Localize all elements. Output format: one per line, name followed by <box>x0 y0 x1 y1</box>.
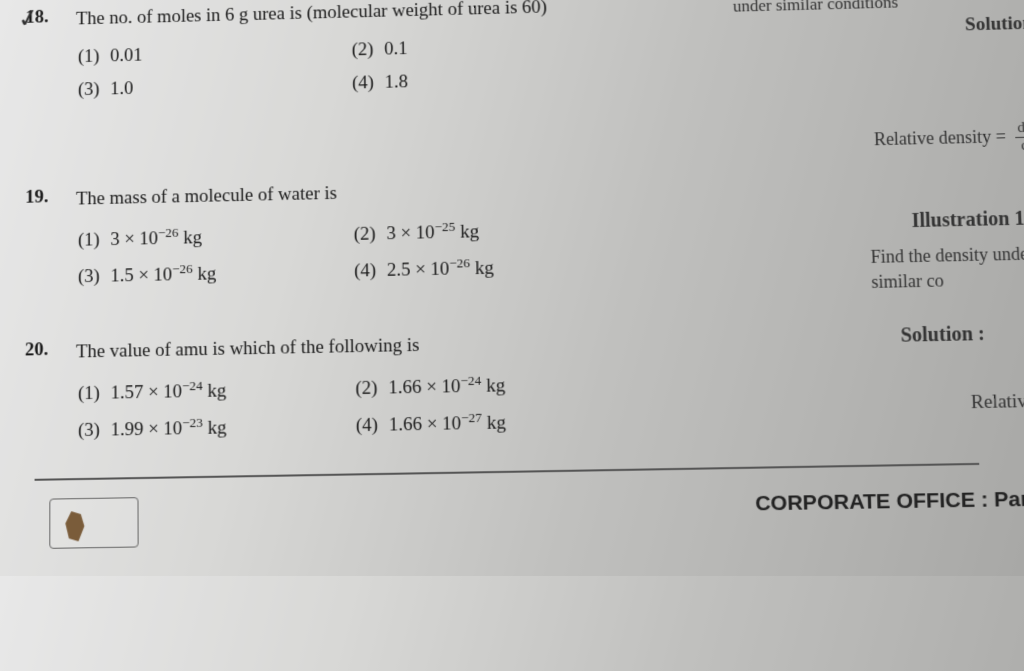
q18-options: (1) 0.01 (2) 0.1 (3) 1.0 (4) 1.8 <box>78 32 645 100</box>
q19-opt1: (1) 3 × 10−26 kg <box>78 221 354 252</box>
illustration-title: Illustration 14: <box>911 207 1024 233</box>
q19-text: The mass of a molecule of water is <box>76 174 630 213</box>
fraction-icon: dens den <box>1014 119 1024 155</box>
q18-text: The no. of moles in 6 g urea is (molecul… <box>76 0 626 33</box>
q20-text: The value of amu is which of the followi… <box>76 328 633 366</box>
question-19: 19. The mass of a molecule of water is (… <box>25 173 650 301</box>
relative-de-cutoff: Relative de <box>971 390 1024 414</box>
logo-icon <box>64 511 88 542</box>
reldens-label: Relative density = <box>874 126 1007 149</box>
question-18: ✓ 18. The no. of moles in 6 g urea is (m… <box>25 0 645 113</box>
q19-number: 19. <box>25 186 72 209</box>
page-surface: What is the density of S under similar c… <box>0 0 1024 671</box>
q18-opt4: (4) 1.8 <box>352 66 629 94</box>
q20-number: 20. <box>25 339 72 362</box>
corporate-office-text: CORPORATE OFFICE : Paru <box>755 487 1024 516</box>
illustration-text: Find the density under similar co <box>870 241 1024 295</box>
logo-box <box>49 497 138 549</box>
cutoff-line2: under similar conditions <box>733 0 899 15</box>
q18-opt3: (3) 1.0 <box>78 72 352 100</box>
q18-opt2: (2) 0.1 <box>352 32 629 60</box>
solution-label-2: Solution : <box>900 323 985 348</box>
q20-opt3: (3) 1.99 × 10−23 kg <box>78 412 356 442</box>
q19-opt2: (2) 3 × 10−25 kg <box>354 215 633 246</box>
question-20: 20. The value of amu is which of the fol… <box>25 327 654 455</box>
horizontal-rule <box>35 463 980 481</box>
q18-opt1: (1) 0.01 <box>78 39 352 67</box>
q20-opt2: (2) 1.66 × 10−24 kg <box>355 369 636 400</box>
solution-label-1: Solution : <box>965 13 1024 37</box>
q19-options: (1) 3 × 10−26 kg (2) 3 × 10−25 kg (3) 1.… <box>78 214 650 288</box>
q20-opt4: (4) 1.66 × 10−27 kg <box>356 407 637 437</box>
q20-opt1: (1) 1.57 × 10−24 kg <box>78 375 356 405</box>
q19-opt3: (3) 1.5 × 10−26 kg <box>78 258 354 289</box>
checkmark-icon: ✓ <box>16 3 41 35</box>
relative-density-formula: Relative density = dens den <box>873 119 1024 158</box>
q20-options: (1) 1.57 × 10−24 kg (2) 1.66 × 10−24 kg … <box>78 369 653 442</box>
q19-opt4: (4) 2.5 × 10−26 kg <box>354 252 633 283</box>
